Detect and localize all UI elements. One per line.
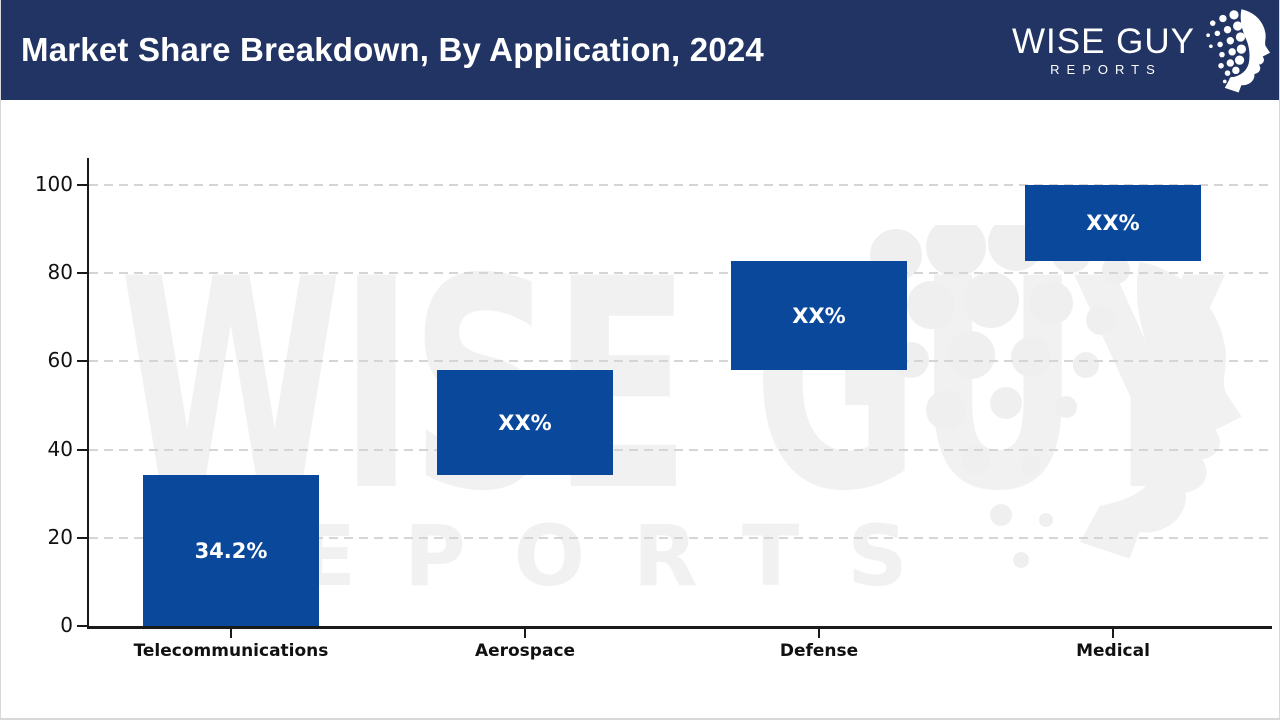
x-axis-label-medical: Medical bbox=[1076, 641, 1150, 661]
y-tick-label-60: 60 bbox=[47, 348, 73, 373]
y-tick-80 bbox=[77, 272, 87, 275]
bar-medical: XX% bbox=[1025, 185, 1201, 261]
bar-value-label: 34.2% bbox=[194, 538, 268, 563]
x-tick-defense bbox=[818, 629, 820, 638]
x-axis-label-defense: Defense bbox=[779, 641, 859, 661]
logo-text: WISE GUY REPORTS bbox=[1012, 24, 1195, 77]
y-tick-label-40: 40 bbox=[47, 436, 73, 461]
gridline-y-80 bbox=[89, 272, 1272, 275]
wiseguy-face-icon bbox=[1206, 9, 1271, 93]
watermark-face-dots bbox=[865, 225, 1242, 568]
bar-value-label: XX% bbox=[1086, 210, 1140, 235]
gridline-y-100 bbox=[89, 184, 1272, 186]
gridline-y-20 bbox=[89, 536, 1272, 539]
y-axis-line bbox=[87, 158, 89, 629]
wiseguy-logo: WISE GUY REPORTS bbox=[1012, 5, 1271, 95]
page-title: Market Share Breakdown, By Application, … bbox=[21, 31, 764, 68]
y-tick-label-100: 100 bbox=[34, 172, 73, 196]
logo-wordmark: WISE GUY bbox=[1011, 21, 1195, 61]
y-tick-label-20: 20 bbox=[47, 524, 73, 549]
plot-area: WISE GUY REPORTS 34.2% XX% XX% XX% 0 20 40 60 8… bbox=[1, 100, 1279, 718]
x-axis-line bbox=[87, 626, 1272, 629]
bar-telecommunications: 34.2% bbox=[143, 475, 319, 626]
x-tick-telecommunications bbox=[230, 629, 232, 638]
y-tick-label-80: 80 bbox=[47, 260, 73, 285]
x-tick-medical bbox=[1112, 629, 1114, 638]
bar-value-label: XX% bbox=[792, 303, 846, 328]
y-tick-100 bbox=[77, 184, 87, 186]
logo-subtitle: REPORTS bbox=[1050, 61, 1162, 77]
bar-defense: XX% bbox=[731, 260, 907, 371]
y-tick-40 bbox=[77, 448, 87, 451]
x-tick-aerospace bbox=[524, 629, 526, 638]
gridline-y-40 bbox=[89, 448, 1272, 451]
y-tick-0 bbox=[77, 625, 87, 627]
header: Market Share Breakdown, By Application, … bbox=[1, 0, 1279, 100]
y-tick-label-0: 0 bbox=[60, 613, 73, 637]
x-axis-label-aerospace: Aerospace bbox=[474, 641, 576, 661]
y-tick-20 bbox=[77, 536, 87, 539]
gridline-y-60 bbox=[89, 360, 1272, 363]
y-tick-60 bbox=[77, 360, 87, 363]
bar-aerospace: XX% bbox=[437, 370, 613, 476]
x-axis-label-telecommunications: Telecommunications bbox=[133, 641, 329, 661]
bar-value-label: XX% bbox=[498, 410, 552, 435]
